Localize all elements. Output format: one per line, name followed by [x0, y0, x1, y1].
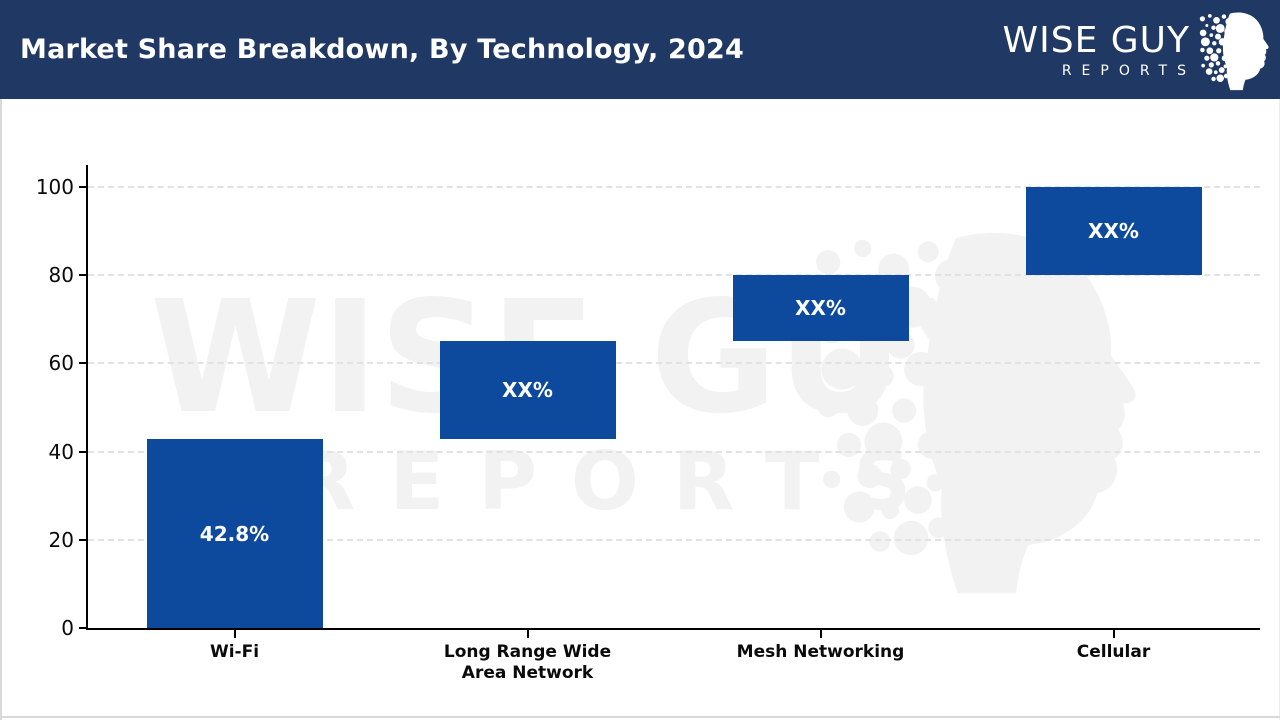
- y-tick-60: [79, 362, 87, 365]
- bar-cellular: XX%: [1025, 187, 1202, 276]
- bar-value-label-wi-fi: 42.8%: [199, 521, 270, 546]
- y-tick-100: [79, 186, 87, 188]
- y-tick-40: [79, 450, 87, 453]
- bar-wi-fi: 42.8%: [146, 439, 323, 628]
- bar-long-range-wide-area-network: XX%: [439, 341, 616, 440]
- gridline-60: [88, 362, 1260, 365]
- y-tick-0: [79, 627, 87, 629]
- page-bottom-edge: [0, 716, 1280, 718]
- y-tick-label-60: 60: [48, 351, 74, 376]
- y-tick-label-100: 100: [35, 175, 74, 199]
- y-tick-80: [79, 274, 87, 277]
- bar-value-label-mesh-networking: XX%: [795, 296, 846, 321]
- x-tick-cellular: [1112, 630, 1115, 638]
- x-category-label-cellular: Cellular: [1076, 642, 1151, 662]
- page-title: Market Share Breakdown, By Technology, 2…: [20, 34, 745, 65]
- bar-value-label-long-range-wide-area-network: XX%: [502, 378, 553, 403]
- x-tick-wi-fi: [233, 630, 236, 638]
- x-tick-mesh-networking: [819, 630, 822, 638]
- y-tick-label-0: 0: [61, 616, 74, 640]
- gridline-40: [88, 450, 1260, 453]
- brand-logo: WISE GUY REPORTS: [1003, 6, 1271, 94]
- bar-value-label-cellular: XX%: [1088, 219, 1139, 244]
- gridline-80: [88, 274, 1260, 277]
- gridline-100: [88, 186, 1260, 188]
- chart-area: WISE GUY REPORTS 0 20 40 60 80 100 42.8% Wi-Fi X…: [0, 99, 1280, 720]
- watermark-text-2: REPORTS: [294, 435, 946, 528]
- header: Market Share Breakdown, By Technology, 2…: [0, 0, 1280, 99]
- x-category-label-wi-fi: Wi-Fi: [209, 642, 260, 662]
- y-tick-label-80: 80: [48, 263, 74, 288]
- y-tick-label-40: 40: [48, 439, 74, 464]
- logo-reports-text: REPORTS: [1061, 63, 1196, 79]
- y-axis-line: [86, 165, 88, 630]
- x-tick-long-range-wide-area-network: [526, 630, 529, 638]
- y-tick-label-20: 20: [48, 527, 74, 552]
- x-axis-line: [86, 628, 1260, 630]
- y-tick-20: [79, 538, 87, 541]
- x-category-label-long-range-wide-area-network: Long Range Wide Area Network: [443, 642, 612, 683]
- logo-name-text: WISE GUY: [1002, 20, 1190, 61]
- logo-head-icon: [1199, 12, 1269, 91]
- bar-mesh-networking: XX%: [732, 275, 909, 342]
- gridline-20: [88, 538, 1260, 541]
- logo-wordmark: WISE GUY REPORTS: [1002, 20, 1191, 80]
- x-category-label-mesh-networking: Mesh Networking: [736, 642, 905, 662]
